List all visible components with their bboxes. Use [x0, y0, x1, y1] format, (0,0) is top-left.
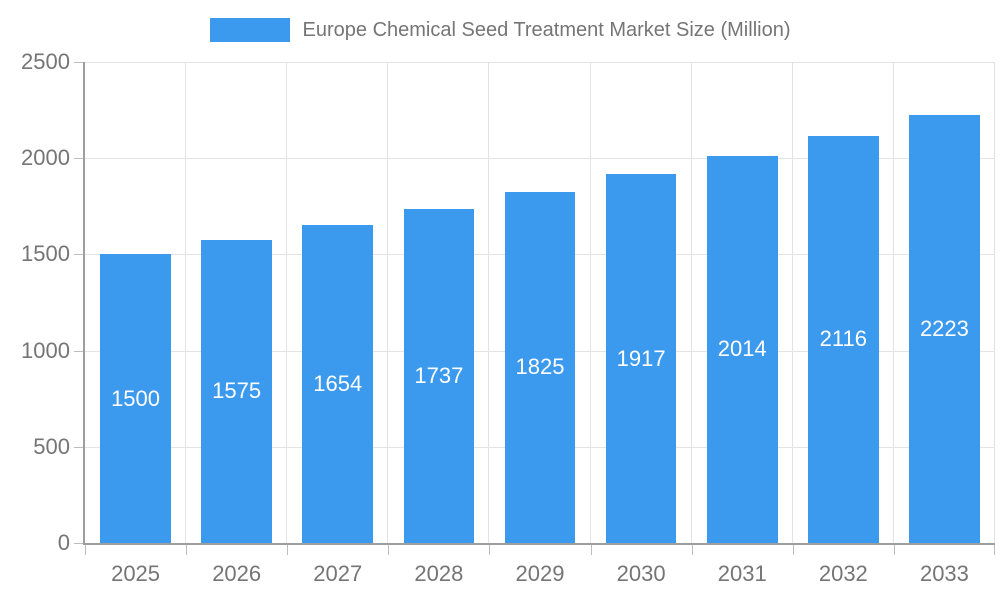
x-tick-4 [489, 545, 491, 555]
bar-cell-2031: 2014 [692, 62, 793, 543]
bar-cell-2028: 1737 [388, 62, 489, 543]
x-axis-label-2027: 2027 [313, 561, 363, 586]
bar-cell-2025: 1500 [85, 62, 186, 543]
y-axis-label-1500: 1500 [21, 241, 70, 267]
legend[interactable]: Europe Chemical Seed Treatment Market Si… [0, 16, 1000, 44]
gridline-v-1 [185, 62, 187, 543]
bar-value-2027: 1654 [313, 370, 363, 396]
x-axis-label-2032: 2032 [818, 561, 868, 586]
y-axis-label-0: 0 [57, 530, 70, 555]
bar-cell-2032: 2116 [793, 62, 894, 543]
bar-2033[interactable]: 2223 [909, 115, 980, 543]
gridline-v-5 [589, 62, 591, 543]
gridline-v-9 [994, 62, 995, 543]
y-tick-0 [74, 543, 83, 544]
x-axis-label-2025: 2025 [111, 561, 161, 586]
y-tick-1000 [74, 350, 83, 352]
x-tick-0 [85, 545, 86, 555]
gridline-v-7 [791, 62, 793, 543]
bar-2031[interactable]: 2014 [706, 155, 778, 543]
bar-value-2030: 1917 [616, 345, 666, 371]
x-axis-label-2033: 2033 [919, 561, 969, 586]
x-axis-label-2029: 2029 [515, 561, 565, 586]
gridline-v-3 [387, 62, 389, 543]
bar-cell-2030: 1917 [591, 62, 692, 543]
gridline-v-2 [286, 62, 288, 543]
y-tick-2500 [74, 62, 83, 63]
x-tick-9 [994, 545, 995, 555]
bar-value-2032: 2116 [819, 326, 867, 352]
x-axis-label-2031: 2031 [717, 561, 767, 586]
x-axis-label-2026: 2026 [212, 561, 262, 586]
gridline-v-4 [488, 62, 490, 543]
gridline-v-8 [892, 62, 894, 543]
y-tick-500 [74, 446, 83, 448]
x-axis-label-2030: 2030 [616, 561, 666, 586]
bar-2028[interactable]: 1737 [403, 208, 475, 543]
bar-2032[interactable]: 2116 [807, 135, 879, 543]
y-tick-1500 [74, 254, 83, 256]
bar-value-2033: 2223 [919, 316, 969, 342]
bar-value-2029: 1825 [515, 354, 565, 380]
y-axis-label-1000: 1000 [21, 337, 70, 363]
bar-cell-2033: 2223 [894, 62, 995, 543]
bar-2029[interactable]: 1825 [504, 191, 576, 543]
x-tick-5 [590, 545, 592, 555]
bar-value-2031: 2014 [717, 336, 767, 362]
gridline-h-2500 [85, 62, 995, 63]
x-tick-3 [388, 545, 390, 555]
gridline-h-2000 [85, 158, 995, 160]
y-axis-label-500: 500 [33, 433, 70, 459]
bar-2027[interactable]: 1654 [302, 224, 374, 543]
x-axis-line [83, 543, 995, 545]
bar-value-2028: 1737 [414, 362, 464, 388]
x-tick-7 [792, 545, 794, 555]
bar-value-2026: 1575 [212, 378, 262, 404]
x-axis-label-2028: 2028 [414, 561, 464, 586]
x-tick-2 [287, 545, 289, 555]
plot-area: 1500 1575 1654 1737 1825 1917 2014 2116 2223 [85, 62, 995, 543]
bar-cell-2026: 1575 [186, 62, 287, 543]
x-tick-6 [691, 545, 693, 555]
legend-swatch [209, 18, 290, 42]
bar-cell-2027: 1654 [287, 62, 388, 543]
legend-label: Europe Chemical Seed Treatment Market Si… [302, 18, 791, 41]
y-tick-2000 [74, 158, 83, 160]
bar-2025[interactable]: 1500 [100, 254, 171, 543]
y-axis-label-2000: 2000 [21, 145, 70, 171]
bars: 1500 1575 1654 1737 1825 1917 2014 2116 2223 [85, 62, 995, 543]
gridline-v-6 [690, 62, 692, 543]
y-axis-label-2500: 2500 [21, 49, 70, 74]
bar-value-2025: 1500 [111, 385, 161, 411]
x-tick-1 [186, 545, 188, 555]
y-axis-line [83, 62, 85, 545]
bar-cell-2029: 1825 [489, 62, 590, 543]
bar-2030[interactable]: 1917 [605, 174, 677, 543]
x-tick-8 [893, 545, 895, 555]
bar-2026[interactable]: 1575 [201, 239, 273, 543]
